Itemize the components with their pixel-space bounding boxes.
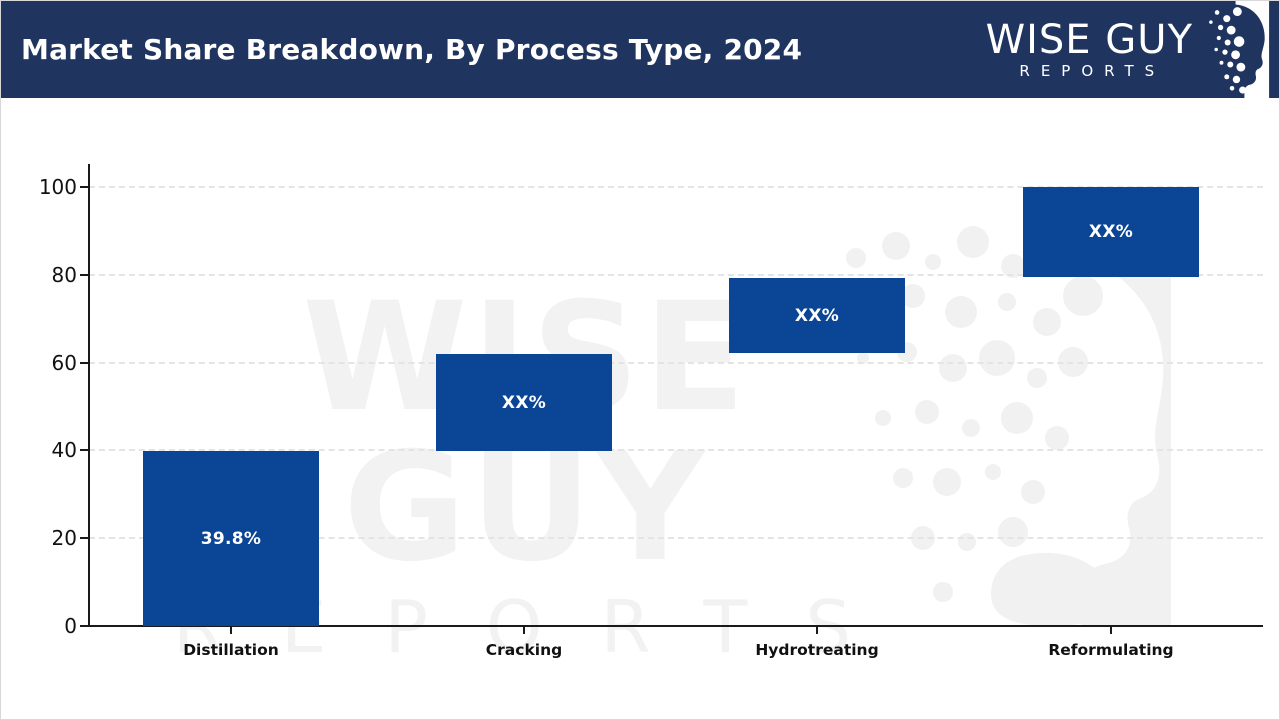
y-tick-mark: [80, 537, 89, 540]
gridline-100: [89, 186, 1263, 188]
y-tick-mark: [80, 625, 89, 627]
bar-value-label: XX%: [1088, 221, 1134, 242]
y-axis-tick-label: 60: [51, 350, 77, 375]
gridline-20: [89, 537, 1263, 540]
bar-cracking: XX%: [436, 354, 612, 451]
x-axis-line: [88, 625, 1263, 627]
x-axis-category-label: Cracking: [485, 641, 563, 659]
logo-wordmark: WISE GUY REPORTS: [986, 20, 1193, 80]
x-tick-mark: [1110, 627, 1112, 634]
y-axis-tick-label: 20: [51, 526, 77, 551]
y-tick-mark: [80, 449, 89, 452]
y-axis-tick-label: 80: [51, 262, 77, 287]
logo-wordmark-line1: WISE GUY: [985, 16, 1193, 63]
y-axis-tick-label: 100: [38, 175, 77, 199]
y-axis-tick-label: 0: [64, 614, 77, 638]
y-tick-mark: [80, 273, 89, 276]
y-axis-line: [88, 164, 90, 627]
x-tick-mark: [523, 627, 525, 634]
x-axis-category-label: Reformulating: [1048, 641, 1174, 659]
bar-value-label: XX%: [794, 305, 840, 326]
dot-face-icon: [1209, 1, 1270, 98]
y-tick-mark: [80, 186, 89, 188]
logo-wordmark-line2: REPORTS: [1019, 61, 1166, 80]
gridline-60: [89, 361, 1263, 364]
gridline-40: [89, 449, 1263, 452]
bar-reformulating: XX%: [1023, 187, 1199, 277]
y-tick-mark: [80, 361, 89, 364]
wise-guy-reports-logo: WISE GUY REPORTS: [986, 1, 1271, 98]
x-axis-category-label: Hydrotreating: [755, 641, 879, 659]
gridline-80: [89, 273, 1263, 276]
header: Market Share Breakdown, By Process Type,…: [1, 1, 1279, 98]
bar-value-label: XX%: [501, 392, 547, 413]
y-axis-tick-label: 40: [51, 438, 77, 463]
x-tick-mark: [230, 627, 232, 634]
bar-value-label: 39.8%: [200, 528, 262, 549]
bar-distillation: 39.8%: [143, 451, 319, 626]
x-axis-category-label: Distillation: [183, 641, 279, 659]
chart-title: Market Share Breakdown, By Process Type,…: [21, 33, 803, 66]
x-tick-mark: [816, 627, 818, 634]
bar-hydrotreating: XX%: [729, 277, 905, 354]
